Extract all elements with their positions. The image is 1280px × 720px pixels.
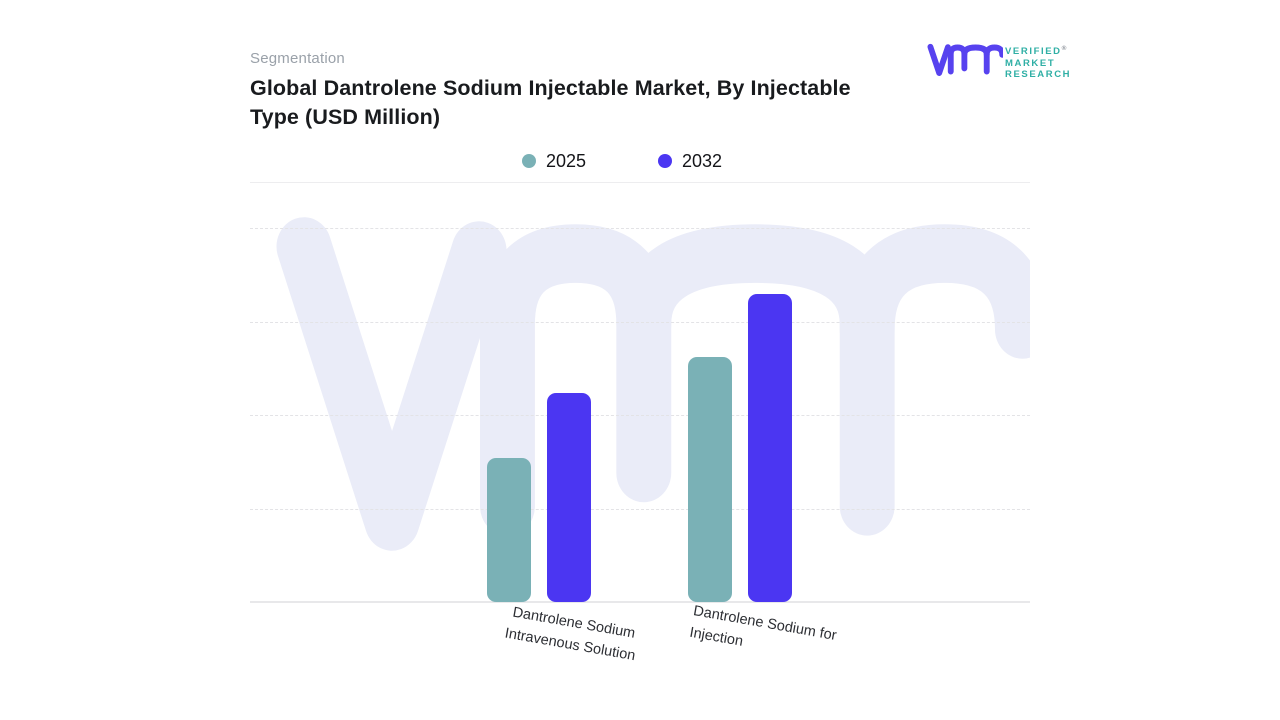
registered-mark: ®: [1061, 45, 1067, 52]
x-axis-line: [250, 601, 1030, 603]
brand-logo-text: VERIFIED® MARKET RESEARCH: [1005, 43, 1071, 81]
bar-2032-category-0[interactable]: [547, 393, 591, 602]
vmr-logo-icon: [927, 43, 1003, 76]
legend-item-2032[interactable]: 2032: [658, 151, 722, 172]
chart-eyebrow: Segmentation: [250, 50, 345, 67]
chart-title-line-2: Type (USD Million): [250, 105, 441, 129]
gridline-50pct: [250, 415, 1030, 416]
chart-title: Global Dantrolene Sodium Injectable Mark…: [250, 74, 890, 132]
plot-area: [250, 228, 1030, 602]
brand-logo-text-line-1: VERIFIED: [1005, 46, 1062, 57]
x-axis-label-dantrolene-sodium-intravenous-solution: Dantrolene Sodium Intravenous Solution: [503, 604, 637, 665]
bar-2025-category-1[interactable]: [688, 357, 732, 602]
legend-item-2025[interactable]: 2025: [521, 150, 586, 172]
gridline-100pct: [250, 228, 1030, 229]
legend-label-2032: 2032: [682, 150, 723, 171]
chart-title-line-1: Global Dantrolene Sodium Injectable Mark…: [250, 76, 851, 100]
x-axis-label-dantrolene-sodium-for-injection: Dantrolene Sodium for Injection: [688, 603, 838, 650]
bar-2025-category-0[interactable]: [487, 458, 531, 602]
legend-divider-line: [250, 182, 1030, 183]
gridline-75pct: [250, 321, 1030, 323]
brand-logo-text-line-2: MARKET: [1005, 57, 1056, 69]
bar-2032-category-1[interactable]: [748, 294, 792, 602]
brand-logo-text-line-3: RESEARCH: [1005, 69, 1072, 80]
chart-legend: 2025 2032: [232, 147, 1012, 175]
legend-dot-2032: [658, 154, 672, 168]
legend-dot-2025: [521, 154, 536, 168]
brand-logo: VERIFIED® MARKET RESEARCH: [925, 40, 1085, 88]
legend-label-2025: 2025: [545, 150, 586, 171]
gridline-25pct: [250, 508, 1030, 510]
